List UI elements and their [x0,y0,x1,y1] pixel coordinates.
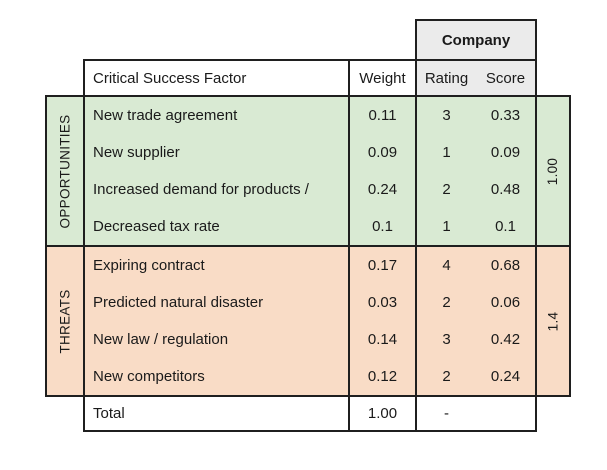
threats-vertical-text: THREATS [57,288,73,354]
factor-cell: Decreased tax rate [93,218,220,235]
column-header-score: Score [485,69,526,87]
weight-cell: 0.11 [368,107,397,124]
score-cell: 0.09 [490,144,521,161]
score-cell: 0.24 [490,368,521,385]
threats-score-sum-cell: 1.4 [535,245,571,397]
factor-cell: New supplier [93,144,180,161]
opportunities-factor-column: New trade agreement New supplier Increas… [83,95,350,247]
factor-cell: New trade agreement [93,107,238,124]
opportunities-score-sum-cell: 1.00 [535,95,571,247]
rating-cell: 4 [442,257,451,274]
score-cell: 0.48 [490,181,521,198]
section-label-threats: THREATS [45,245,85,397]
rating-cell: 2 [442,368,451,385]
factor-cell: New competitors [93,368,205,385]
threats-weight-column: 0.17 0.03 0.14 0.12 [348,245,417,397]
score-cell: 0.42 [490,331,521,348]
factor-cell: Increased demand for products / [93,181,309,198]
rating-cell: 1 [442,144,451,161]
opportunities-weight-column: 0.11 0.09 0.24 0.1 [348,95,417,247]
opportunities-rating-score-column: 3 0.33 1 0.09 2 0.48 1 0.1 [415,95,537,247]
weight-cell: 0.17 [367,257,398,274]
rating-cell: 3 [442,331,451,348]
rating-cell: 2 [442,294,451,311]
rating-cell: 1 [442,218,451,235]
weight-cell: 0.1 [372,218,393,235]
rating-cell: 2 [442,181,451,198]
factor-cell: Predicted natural disaster [93,294,264,311]
opportunities-vertical-text: OPPORTUNITIES [57,114,73,228]
column-header-rating-score-group: Rating Score [415,59,537,97]
weight-cell: 0.12 [367,368,398,385]
total-row-label: Total [83,395,350,432]
company-group-header: Company [415,19,537,61]
total-rating-dash: - [444,405,449,422]
rating-cell: 3 [442,107,451,124]
weight-cell: 0.03 [367,294,398,311]
section-label-opportunities: OPPORTUNITIES [45,95,85,247]
factor-cell: Expiring contract [93,257,205,274]
total-score-empty [476,397,535,430]
column-header-rating: Rating [424,69,469,87]
weight-cell: 0.24 [367,181,398,198]
opportunities-score-sum-vertical-text: 1.00 [545,157,561,185]
column-header-critical-success-factor: Critical Success Factor [83,59,350,97]
threats-score-sum-vertical-text: 1.4 [545,311,561,331]
score-cell: 0.68 [490,257,521,274]
column-header-weight: Weight [348,59,417,97]
score-cell: 0.06 [490,294,521,311]
weight-cell: 0.14 [367,331,398,348]
score-cell: 0.1 [495,218,516,235]
total-rating-score-cell: - [415,395,537,432]
total-weight-cell: 1.00 [348,395,417,432]
weight-cell: 0.09 [367,144,398,161]
threats-factor-column: Expiring contract Predicted natural disa… [83,245,350,397]
factor-cell: New law / regulation [93,331,229,348]
score-cell: 0.33 [490,107,521,124]
threats-rating-score-column: 4 0.68 2 0.06 3 0.42 2 0.24 [415,245,537,397]
